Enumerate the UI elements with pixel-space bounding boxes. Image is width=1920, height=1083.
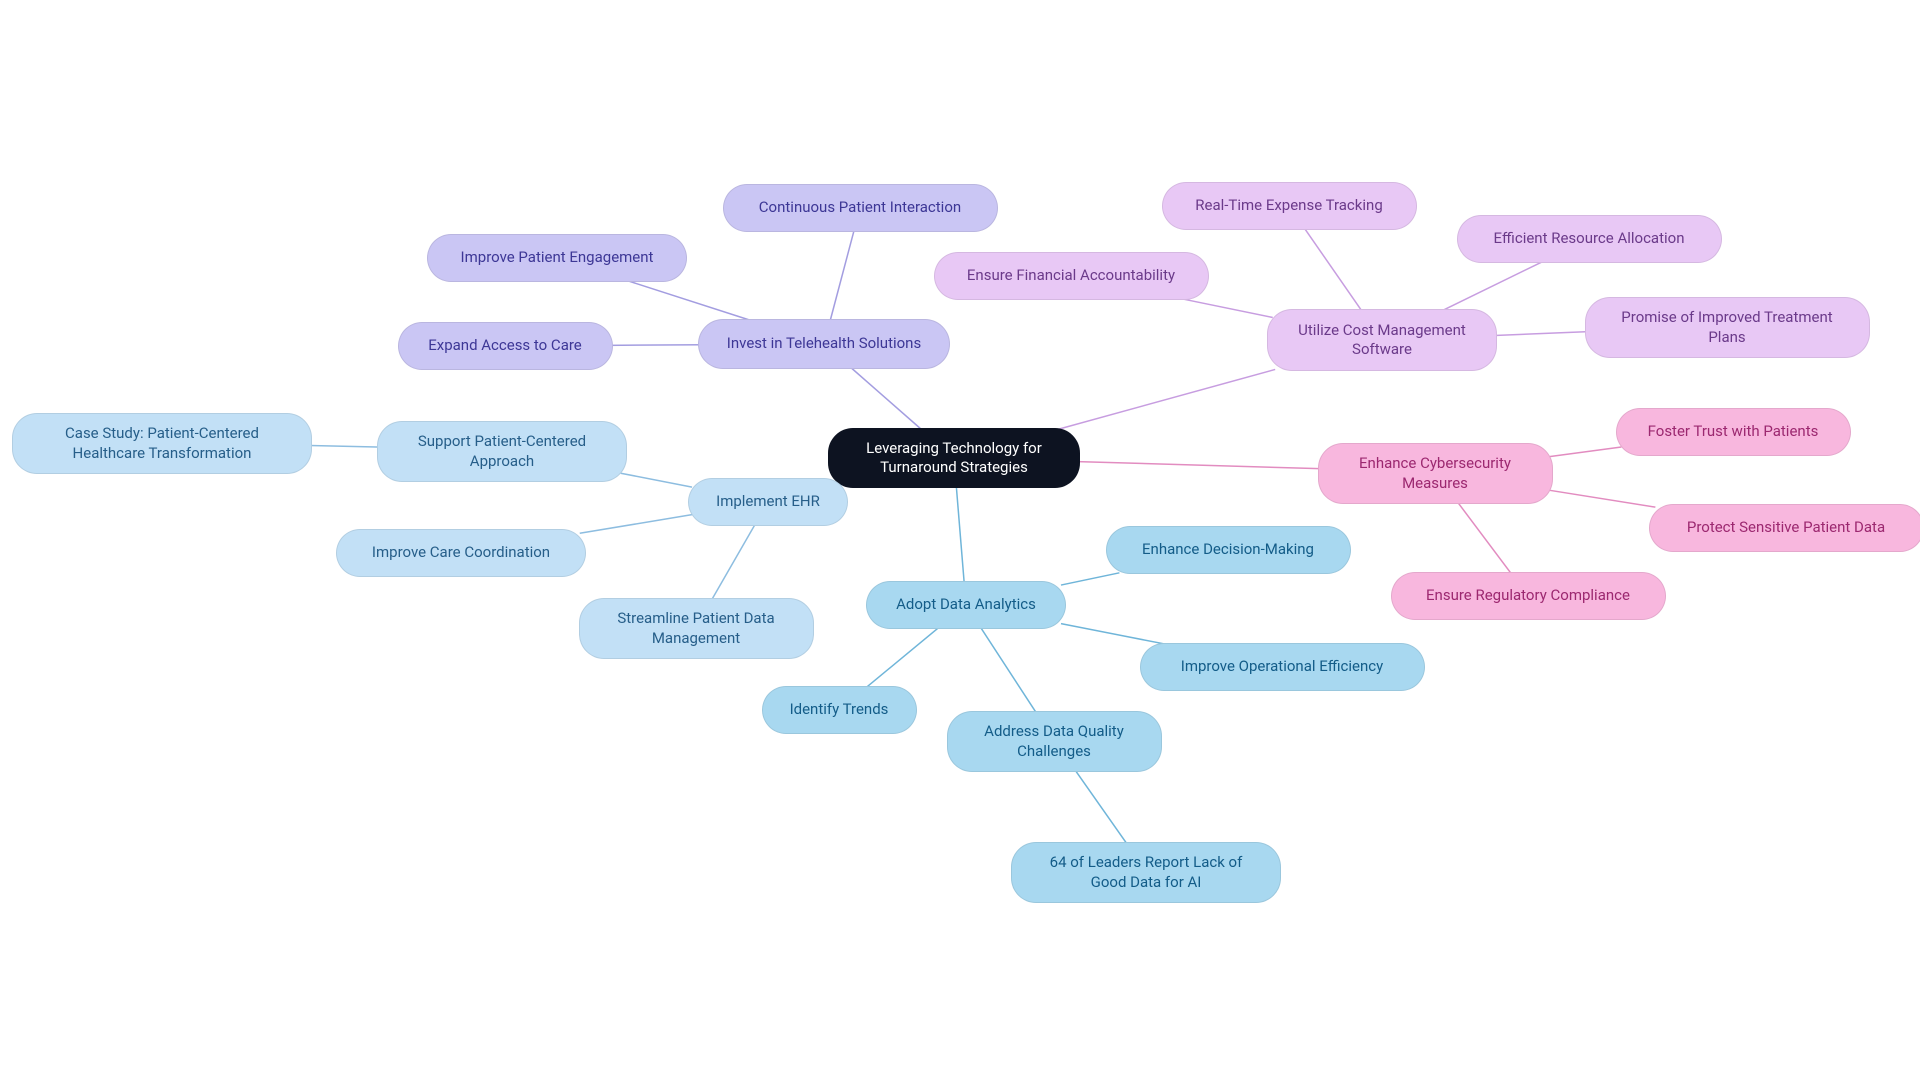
node-telehealth: Invest in Telehealth Solutions bbox=[698, 319, 950, 369]
edge-layer bbox=[0, 0, 1920, 1083]
node-resource: Efficient Resource Allocation bbox=[1457, 215, 1722, 263]
edge bbox=[1442, 262, 1542, 311]
edge bbox=[1061, 573, 1119, 585]
node-promise: Promise of Improved Treatment Plans bbox=[1585, 297, 1870, 358]
node-regulatory: Ensure Regulatory Compliance bbox=[1391, 572, 1666, 620]
node-engagement: Improve Patient Engagement bbox=[427, 234, 687, 282]
node-realtime: Real-Time Expense Tracking bbox=[1162, 182, 1417, 230]
node-opeff: Improve Operational Efficiency bbox=[1140, 643, 1425, 691]
node-analytics: Adopt Data Analytics bbox=[866, 581, 1066, 629]
node-costmgmt: Utilize Cost Management Software bbox=[1267, 309, 1497, 371]
node-decision: Enhance Decision-Making bbox=[1106, 526, 1351, 574]
edge bbox=[305, 445, 384, 447]
node-casestudy: Case Study: Patient-Centered Healthcare … bbox=[12, 413, 312, 474]
edge bbox=[956, 487, 964, 583]
node-protect: Protect Sensitive Patient Data bbox=[1649, 504, 1920, 552]
node-continuous: Continuous Patient Interaction bbox=[723, 184, 998, 232]
edge bbox=[607, 345, 704, 346]
edge bbox=[1547, 490, 1656, 507]
edge bbox=[1061, 624, 1166, 645]
node-cyber: Enhance Cybersecurity Measures bbox=[1318, 443, 1553, 504]
node-trust: Foster Trust with Patients bbox=[1616, 408, 1851, 456]
edge bbox=[851, 368, 921, 430]
edge bbox=[1073, 768, 1126, 844]
edge bbox=[1491, 331, 1591, 335]
edge bbox=[580, 515, 692, 534]
node-financial: Ensure Financial Accountability bbox=[934, 252, 1209, 300]
node-sixtyfour: 64 of Leaders Report Lack of Good Data f… bbox=[1011, 842, 1281, 903]
edge bbox=[621, 473, 692, 487]
node-streamline: Streamline Patient Data Management bbox=[579, 598, 814, 659]
edge bbox=[628, 281, 750, 320]
edge bbox=[712, 525, 755, 600]
edge bbox=[830, 231, 854, 320]
edge bbox=[867, 628, 939, 687]
edge bbox=[981, 628, 1036, 713]
node-carecoord: Improve Care Coordination bbox=[336, 529, 586, 577]
edge bbox=[1074, 461, 1324, 468]
node-trends: Identify Trends bbox=[762, 686, 917, 734]
edge bbox=[1456, 500, 1511, 574]
edge bbox=[1057, 369, 1275, 429]
edge bbox=[1547, 447, 1622, 457]
node-expand: Expand Access to Care bbox=[398, 322, 613, 370]
node-root: Leveraging Technology for Turnaround Str… bbox=[828, 428, 1080, 488]
edge bbox=[1305, 229, 1362, 311]
node-ehr: Implement EHR bbox=[688, 478, 848, 526]
edge bbox=[1182, 299, 1273, 318]
node-patientcentered: Support Patient-Centered Approach bbox=[377, 421, 627, 482]
node-dataq: Address Data Quality Challenges bbox=[947, 711, 1162, 772]
